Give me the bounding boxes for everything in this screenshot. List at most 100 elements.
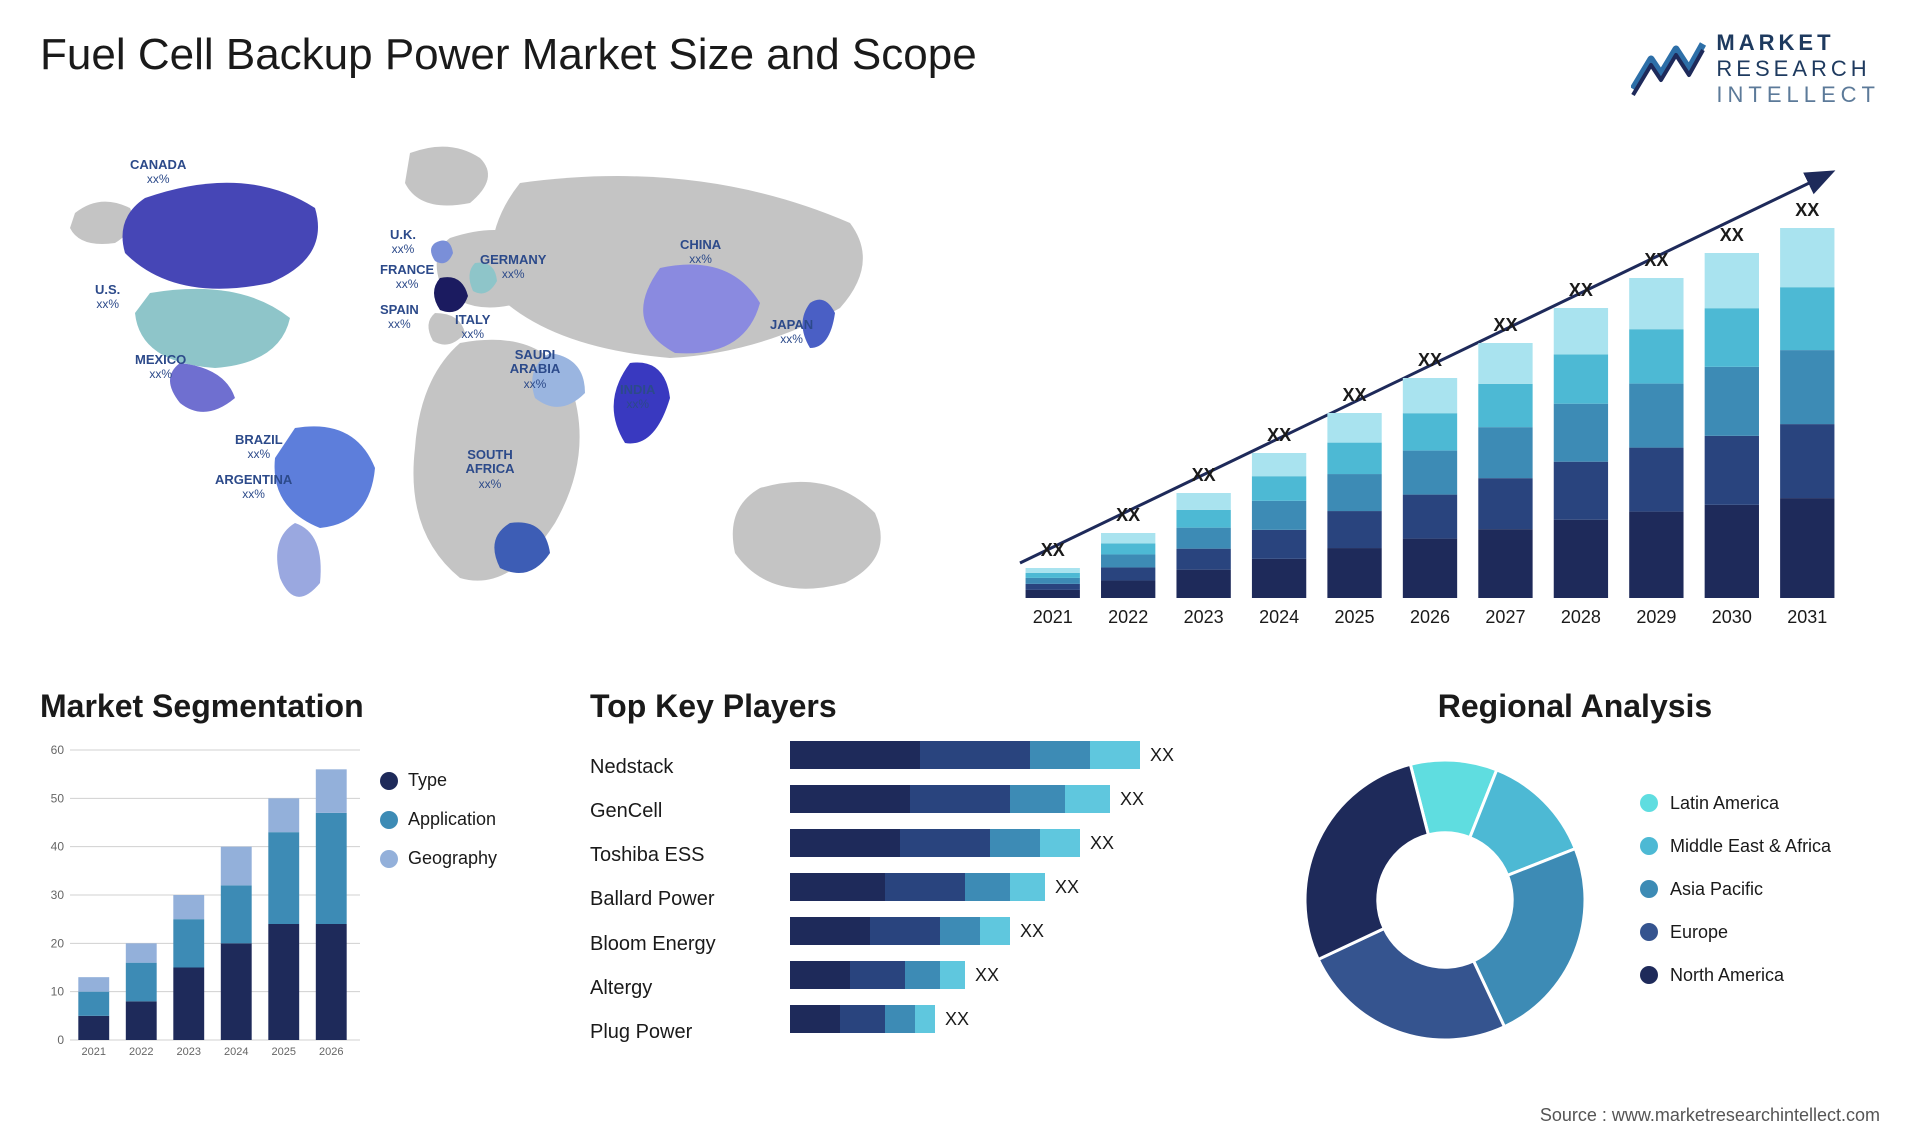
svg-text:XX: XX	[1493, 315, 1517, 335]
player-value-label: XX	[1020, 921, 1044, 942]
map-label: MEXICOxx%	[135, 353, 186, 382]
map-label: CANADAxx%	[130, 158, 186, 187]
footer-source: Source : www.marketresearchintellect.com	[1540, 1105, 1880, 1126]
map-label: SAUDI ARABIAxx%	[500, 348, 570, 391]
svg-text:20: 20	[51, 936, 65, 950]
segmentation-title: Market Segmentation	[40, 688, 560, 725]
regional-legend: Latin America Middle East & Africa Asia Pa…	[1620, 793, 1831, 1008]
svg-text:50: 50	[51, 791, 65, 805]
logo-text-2: RESEARCH	[1716, 56, 1880, 82]
svg-text:2023: 2023	[177, 1046, 201, 1058]
svg-text:2025: 2025	[272, 1046, 296, 1058]
regional-legend-item: North America	[1640, 965, 1831, 986]
svg-text:2027: 2027	[1485, 607, 1525, 627]
map-label: U.K.xx%	[390, 228, 416, 257]
svg-text:2026: 2026	[319, 1046, 343, 1058]
svg-text:XX: XX	[1267, 425, 1291, 445]
player-value-label: XX	[1055, 877, 1079, 898]
player-bar-row: XX	[790, 784, 1240, 814]
svg-text:XX: XX	[1116, 505, 1140, 525]
regional-donut-svg	[1270, 740, 1620, 1060]
map-label: FRANCExx%	[380, 263, 434, 292]
player-name: GenCell	[590, 800, 770, 823]
svg-text:XX: XX	[1418, 350, 1442, 370]
segmentation-legend: TypeApplicationGeography	[360, 740, 497, 1060]
svg-text:XX: XX	[1569, 280, 1593, 300]
svg-text:2022: 2022	[1108, 607, 1148, 627]
player-value-label: XX	[975, 965, 999, 986]
brand-logo: MARKET RESEARCH INTELLECT	[1631, 30, 1880, 108]
svg-text:2025: 2025	[1335, 607, 1375, 627]
segmentation-legend-item: Type	[380, 770, 497, 791]
segmentation-panel: Market Segmentation 0 10 20 30 40 50 60 2021 202…	[40, 688, 560, 1108]
player-bar-row: XX	[790, 740, 1240, 770]
regional-legend-item: Asia Pacific	[1640, 879, 1831, 900]
svg-text:XX: XX	[1343, 385, 1367, 405]
growth-chart-svg: XX 2021 XX 2022 XX 2023 XX 2024 XX 2025 XX 2026 XX 20…	[970, 128, 1880, 658]
regional-legend-item: Europe	[1640, 922, 1831, 943]
player-value-label: XX	[1120, 789, 1144, 810]
players-panel: Top Key Players NedstackGenCellToshiba E…	[590, 688, 1240, 1108]
logo-icon	[1631, 39, 1706, 99]
svg-text:0: 0	[57, 1033, 64, 1047]
player-value-label: XX	[945, 1009, 969, 1030]
player-bar-row: XX	[790, 1004, 1240, 1034]
world-map: CANADAxx% U.S.xx% MEXICOxx% BRAZILxx% ARGENT…	[40, 128, 940, 658]
page-title: Fuel Cell Backup Power Market Size and S…	[40, 30, 977, 80]
svg-text:2030: 2030	[1712, 607, 1752, 627]
map-label: INDIAxx%	[620, 383, 655, 412]
player-value-label: XX	[1090, 833, 1114, 854]
svg-text:2031: 2031	[1787, 607, 1827, 627]
regional-title: Regional Analysis	[1270, 688, 1880, 725]
map-label: ARGENTINAxx%	[215, 473, 292, 502]
logo-text-3: INTELLECT	[1716, 82, 1880, 108]
growth-chart: XX 2021 XX 2022 XX 2023 XX 2024 XX 2025 XX 2026 XX 20…	[970, 128, 1880, 658]
map-label: SPAINxx%	[380, 303, 419, 332]
svg-text:10: 10	[51, 985, 65, 999]
map-label: U.S.xx%	[95, 283, 120, 312]
svg-text:30: 30	[51, 888, 65, 902]
svg-text:2022: 2022	[129, 1046, 153, 1058]
map-label: SOUTH AFRICAxx%	[455, 448, 525, 491]
map-label: GERMANYxx%	[480, 253, 546, 282]
player-name: Toshiba ESS	[590, 844, 770, 867]
players-title: Top Key Players	[590, 688, 1240, 725]
svg-text:2024: 2024	[1259, 607, 1299, 627]
regional-panel: Regional Analysis Latin America Middle Ea…	[1270, 688, 1880, 1108]
svg-text:2028: 2028	[1561, 607, 1601, 627]
world-map-svg	[40, 128, 940, 658]
segmentation-chart-svg: 0 10 20 30 40 50 60 2021 2022 2023 2024 2025 2026	[40, 740, 360, 1060]
svg-text:2021: 2021	[82, 1046, 106, 1058]
player-bar-row: XX	[790, 872, 1240, 902]
segmentation-legend-item: Geography	[380, 848, 497, 869]
svg-text:XX: XX	[1795, 200, 1819, 220]
svg-text:2029: 2029	[1636, 607, 1676, 627]
player-name: Bloom Energy	[590, 933, 770, 956]
svg-text:XX: XX	[1192, 465, 1216, 485]
players-list: NedstackGenCellToshiba ESSBallard PowerB…	[590, 740, 770, 1060]
svg-text:XX: XX	[1041, 540, 1065, 560]
map-label: CHINAxx%	[680, 238, 721, 267]
player-bar-row: XX	[790, 916, 1240, 946]
map-label: JAPANxx%	[770, 318, 813, 347]
regional-legend-item: Latin America	[1640, 793, 1831, 814]
svg-text:XX: XX	[1644, 250, 1668, 270]
svg-text:2021: 2021	[1033, 607, 1073, 627]
player-name: Plug Power	[590, 1021, 770, 1044]
player-bar-row: XX	[790, 960, 1240, 990]
player-value-label: XX	[1150, 745, 1174, 766]
player-name: Ballard Power	[590, 888, 770, 911]
svg-text:40: 40	[51, 840, 65, 854]
logo-text-1: MARKET	[1716, 30, 1880, 56]
svg-text:2024: 2024	[224, 1046, 248, 1058]
player-bar-row: XX	[790, 828, 1240, 858]
map-label: BRAZILxx%	[235, 433, 283, 462]
svg-text:2026: 2026	[1410, 607, 1450, 627]
svg-text:XX: XX	[1720, 225, 1744, 245]
svg-text:60: 60	[51, 743, 65, 757]
map-label: ITALYxx%	[455, 313, 490, 342]
player-name: Altergy	[590, 977, 770, 1000]
players-chart: XX XX XX XX XX XX XX	[790, 740, 1240, 1060]
regional-legend-item: Middle East & Africa	[1640, 836, 1831, 857]
svg-text:2023: 2023	[1184, 607, 1224, 627]
